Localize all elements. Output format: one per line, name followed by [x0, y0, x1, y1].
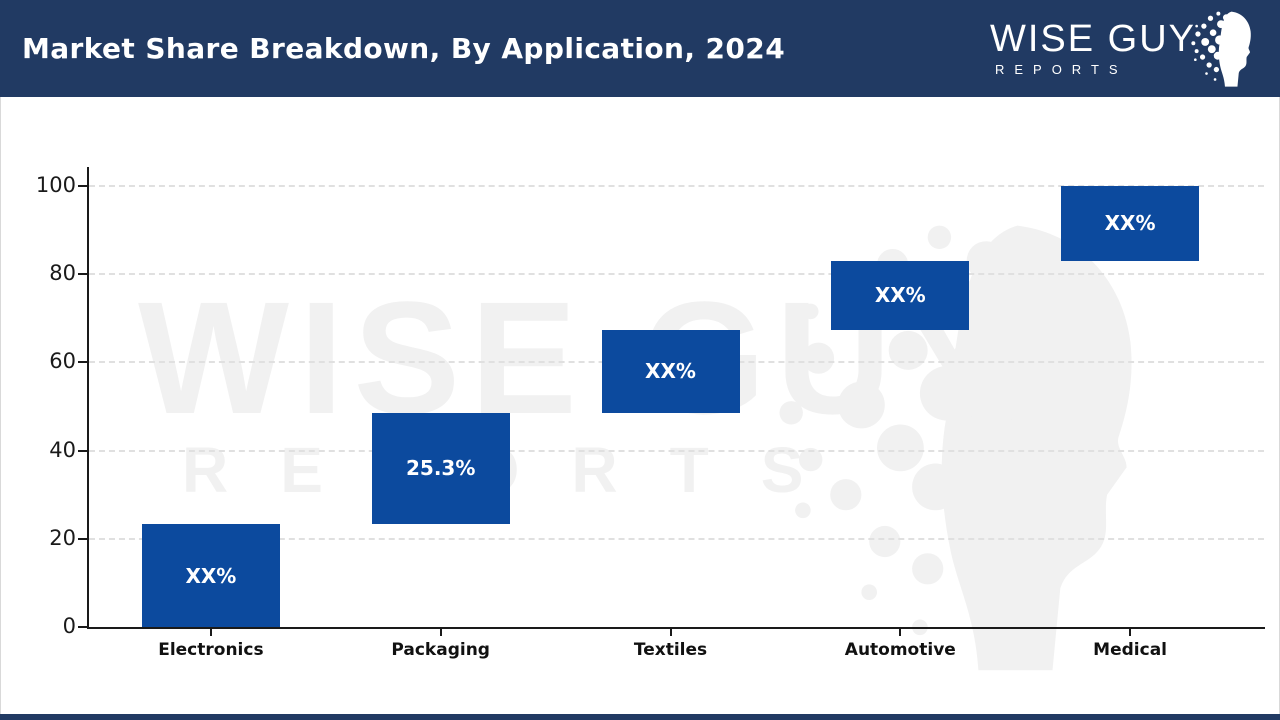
footer-bar [0, 714, 1280, 720]
bar-automotive: XX% [831, 260, 970, 330]
gridline-20 [89, 537, 1264, 540]
header: Market Share Breakdown, By Application, … [0, 0, 1280, 97]
bar-value-label: XX% [185, 563, 237, 588]
x-tick-mark [1129, 629, 1132, 636]
x-tick-mark [439, 629, 442, 636]
logo-wordmark-line1: WISE GUY [989, 18, 1196, 60]
x-category-label: Automotive [844, 640, 956, 660]
bar-packaging: 25.3% [371, 412, 510, 525]
y-tick-label: 60 [49, 349, 76, 374]
logo-head-icon [1188, 9, 1254, 88]
wise-guy-reports-logo: WISE GUY REPORTS [990, 9, 1254, 88]
bar-value-label: XX% [1104, 211, 1156, 236]
logo-wordmark-line2: REPORTS [994, 62, 1128, 77]
y-tick-mark [78, 273, 87, 276]
bar-textiles: XX% [601, 329, 740, 413]
gridline-40 [89, 449, 1264, 452]
gridline-80 [89, 273, 1264, 276]
bar-electronics: XX% [141, 524, 280, 627]
y-tick-label: 40 [49, 437, 76, 462]
bar-value-label: XX% [645, 359, 696, 384]
y-tick-label: 80 [49, 261, 76, 286]
watermark-subtext: REPORTS [182, 434, 856, 506]
x-tick-mark [209, 629, 212, 636]
y-axis-line [87, 167, 89, 629]
y-tick-mark [78, 449, 87, 452]
x-tick-mark [899, 629, 902, 636]
bar-value-label: XX% [874, 283, 926, 308]
page-title: Market Share Breakdown, By Application, … [22, 32, 786, 65]
bar-medical: XX% [1061, 186, 1200, 261]
bar-value-label: 25.3% [405, 456, 476, 481]
y-tick-label: 0 [62, 614, 76, 638]
x-category-label: Packaging [391, 640, 490, 660]
logo-wordmark: WISE GUY REPORTS [990, 20, 1196, 77]
y-tick-mark [78, 185, 87, 187]
y-tick-label: 20 [49, 525, 76, 550]
y-tick-mark [78, 361, 87, 364]
x-tick-mark [669, 629, 672, 636]
gridline-100 [89, 185, 1264, 187]
x-category-label: Medical [1093, 640, 1167, 660]
x-category-label: Electronics [158, 640, 264, 660]
x-axis-line [87, 627, 1265, 629]
x-category-label: Textiles [633, 640, 708, 660]
y-tick-label: 100 [35, 173, 76, 197]
y-tick-mark [78, 626, 87, 628]
y-tick-mark [78, 537, 87, 540]
